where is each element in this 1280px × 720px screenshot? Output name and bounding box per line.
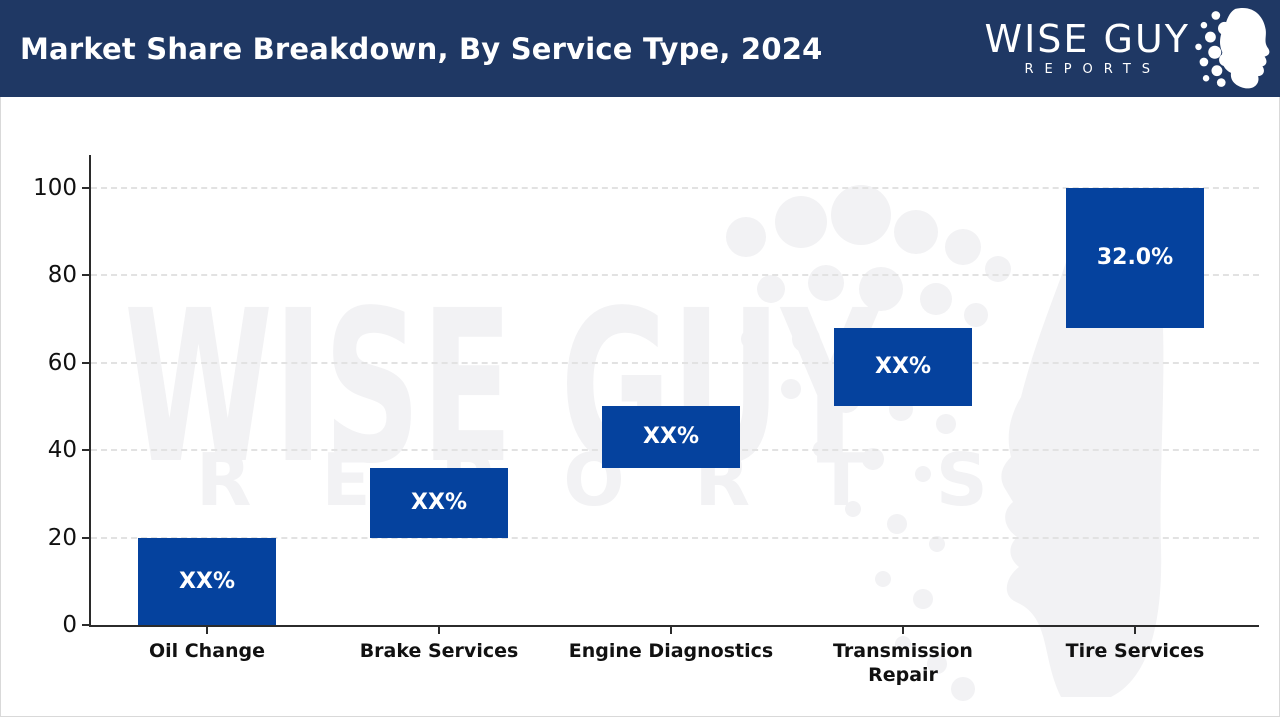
gridline	[91, 536, 1259, 539]
page-title: Market Share Breakdown, By Service Type,…	[20, 31, 823, 66]
x-tick-mark	[206, 627, 208, 634]
x-tick-label: Oil Change	[148, 640, 266, 662]
x-tick-mark	[438, 627, 440, 634]
y-tick-label: 40	[47, 437, 77, 463]
y-tick-mark	[82, 624, 90, 626]
x-tick-mark	[902, 627, 904, 634]
y-tick-mark	[82, 449, 90, 451]
bar-segment: XX%	[834, 327, 972, 407]
header: Market Share Breakdown, By Service Type,…	[0, 0, 1280, 97]
x-tick-label: Engine Diagnostics	[568, 640, 774, 662]
x-tick-label: Brake Services	[359, 640, 519, 662]
y-tick-label: 100	[33, 174, 77, 201]
bar-segment: XX%	[602, 406, 740, 468]
y-tick-mark	[82, 274, 90, 276]
y-tick-label: 20	[47, 524, 77, 551]
x-tick-label: Transmission Repair	[833, 640, 973, 686]
bar-value-label: XX%	[411, 490, 467, 515]
y-axis-spine	[89, 155, 91, 627]
bar-segment: XX%	[370, 467, 508, 538]
x-axis-spine	[89, 625, 1259, 627]
y-tick-mark	[82, 536, 90, 539]
bar-value-label: XX%	[875, 354, 931, 380]
bar-segment: 32.0%	[1066, 187, 1204, 328]
x-tick-label: Tire Services	[1065, 640, 1205, 662]
y-tick-label: 60	[47, 349, 77, 376]
logo-wordmark: WISE GUY	[984, 17, 1190, 61]
wiseguy-logo: WISE GUY REPORTS	[985, 5, 1270, 93]
y-tick-mark	[82, 361, 90, 364]
bar-value-label: 32.0%	[1096, 245, 1174, 270]
y-tick-mark	[82, 186, 90, 189]
y-tick-label: 0	[62, 612, 77, 638]
plot-area: 0 20 40 60 80 100 Oil Change XX% Brake Services X…	[1, 97, 1279, 716]
x-tick-mark	[670, 627, 672, 634]
chart-canvas: WISE GUY REPORTS 0 20 40 60 80 100 Oil Change X…	[0, 97, 1280, 717]
wiseguy-face-icon	[1195, 7, 1270, 88]
logo-subtext: REPORTS	[1024, 62, 1162, 77]
gridline	[91, 361, 1259, 364]
x-tick-mark	[1134, 627, 1136, 634]
bar-segment: XX%	[138, 537, 276, 625]
bar-value-label: XX%	[179, 568, 235, 594]
bar-value-label: XX%	[643, 424, 699, 450]
y-tick-label: 80	[47, 262, 77, 288]
gridline	[91, 274, 1259, 276]
wiseguy-logo-text: WISE GUY REPORTS	[985, 20, 1190, 77]
gridline	[91, 186, 1259, 189]
